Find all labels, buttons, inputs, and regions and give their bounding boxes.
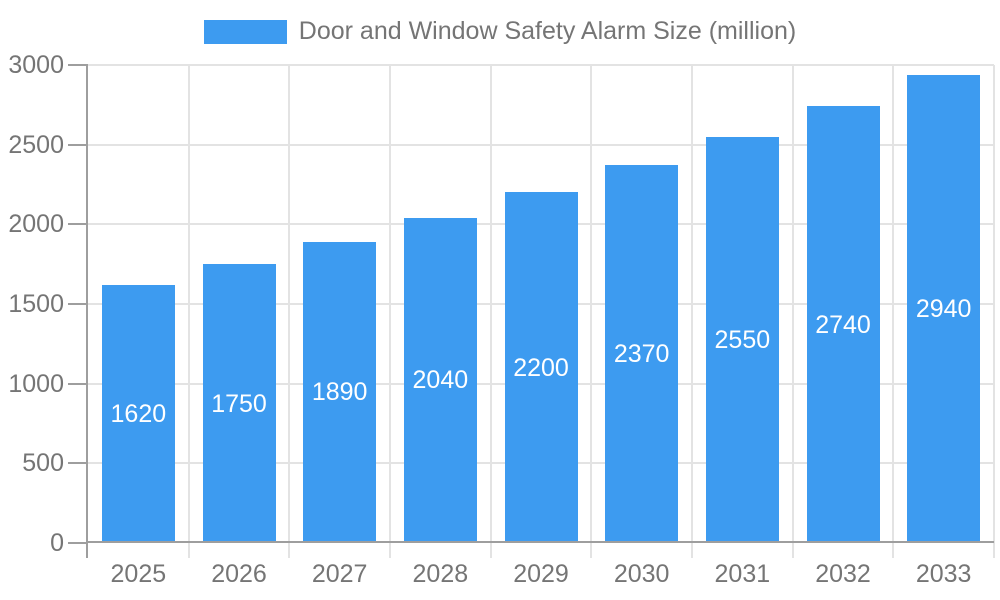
bar: [403, 217, 477, 543]
x-tick-label: 2027: [311, 560, 368, 588]
x-gridline: [993, 65, 995, 558]
y-tick: [68, 542, 88, 544]
x-axis-line: [86, 541, 994, 543]
bar-value-label: 1750: [211, 389, 267, 418]
x-gridline: [691, 65, 693, 558]
x-gridline: [389, 65, 391, 558]
bar-value-label: 1890: [311, 378, 368, 407]
x-tick-label: 2031: [714, 560, 771, 588]
x-gridline: [791, 65, 794, 558]
y-tick: [68, 303, 88, 305]
y-tick: [68, 382, 88, 385]
chart-legend[interactable]: Door and Window Safety Alarm Size (milli…: [0, 17, 1000, 46]
y-tick-label: 0: [50, 529, 64, 557]
bar-value-label: 2550: [714, 325, 771, 354]
y-tick-label: 2000: [8, 210, 64, 239]
y-tick: [68, 64, 88, 66]
x-tick-label: 2030: [613, 560, 670, 588]
bar-value-label: 2040: [412, 366, 469, 395]
x-gridline: [590, 65, 593, 558]
bar-value-label: 2940: [915, 294, 972, 323]
bar: [202, 264, 276, 543]
bar: [907, 74, 981, 543]
y-tick-label: 2500: [8, 130, 64, 159]
bar: [504, 192, 578, 543]
bar: [101, 284, 175, 543]
bar-value-label: 2740: [815, 310, 871, 339]
bar: [303, 241, 377, 543]
bar-value-label: 2200: [513, 353, 569, 382]
legend-label: Door and Window Safety Alarm Size (milli…: [298, 17, 797, 45]
y-gridline: [88, 64, 994, 66]
x-tick-label: 2026: [211, 560, 267, 588]
x-tick-label: 2029: [513, 560, 569, 588]
y-tick: [68, 143, 88, 146]
legend-swatch: [203, 19, 287, 44]
x-gridline: [288, 65, 291, 558]
x-tick-label: 2033: [915, 560, 972, 588]
bar: [705, 136, 779, 543]
bar: [806, 106, 880, 543]
bar-value-label: 1620: [110, 399, 167, 428]
y-tick: [68, 462, 88, 465]
x-gridline: [489, 65, 492, 558]
y-tick-label: 1500: [8, 290, 64, 318]
x-tick-label: 2028: [412, 560, 469, 588]
y-tick-label: 500: [22, 449, 64, 478]
x-gridline: [892, 65, 895, 558]
x-tick-label: 2032: [815, 560, 871, 588]
bar: [605, 165, 679, 543]
x-tick-label: 2025: [110, 560, 167, 588]
y-axis-line: [86, 65, 88, 558]
y-gridline: [88, 143, 994, 146]
x-gridline: [187, 65, 190, 558]
y-tick: [68, 223, 88, 226]
y-tick-label: 3000: [8, 51, 64, 79]
bar-value-label: 2370: [613, 340, 670, 369]
y-tick-label: 1000: [8, 369, 64, 398]
